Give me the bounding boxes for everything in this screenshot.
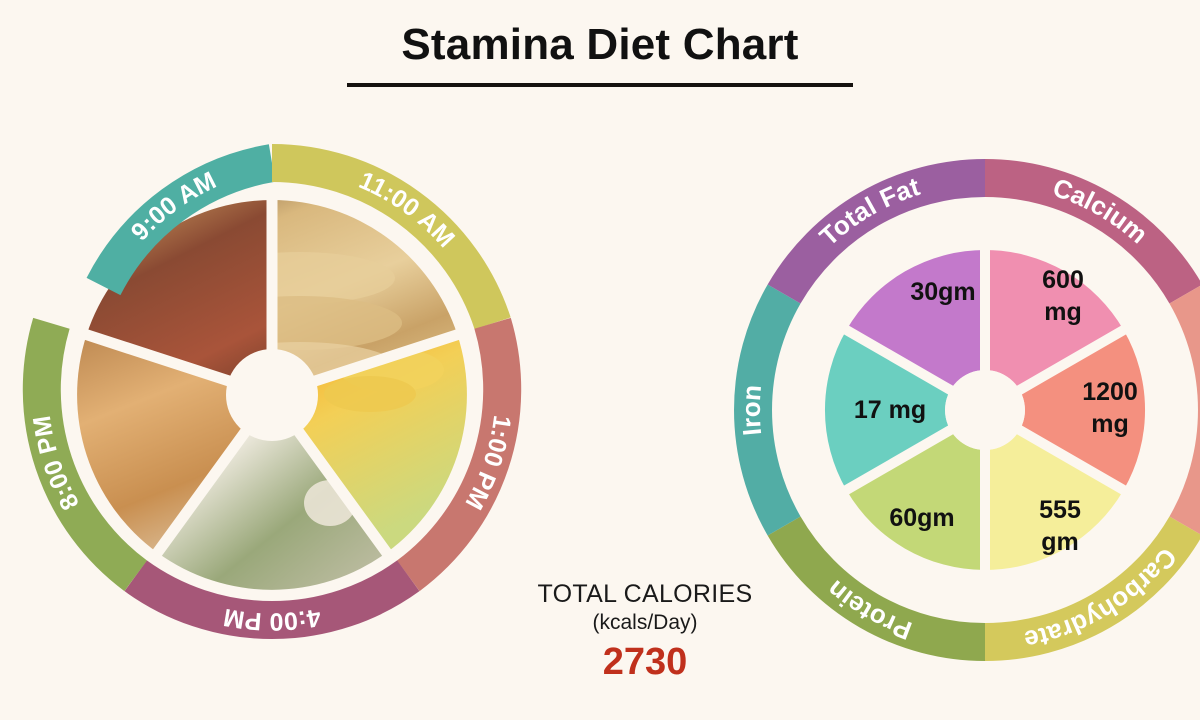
nutrition-wedge-calcium[interactable] xyxy=(985,250,1124,390)
nutrition-value-1200mg-unit: mg xyxy=(1091,410,1129,438)
nutrition-wheel-ring xyxy=(734,159,1200,661)
nutrition-ring-iron[interactable] xyxy=(734,284,801,536)
nutrition-ring-total-fat[interactable] xyxy=(767,159,986,304)
nutrition-ring-1200mg[interactable] xyxy=(1169,285,1200,535)
meal-segment-11am[interactable] xyxy=(271,144,511,330)
meal-segment-1pm[interactable] xyxy=(396,317,522,592)
nutrition-wedge-1200mg[interactable] xyxy=(1019,330,1146,490)
nutrition-value-iron: 17 mg xyxy=(854,396,926,424)
page-title: Stamina Diet Chart xyxy=(401,20,799,69)
nutrition-breakdown-wheel: Calcium Carbohydrate Protein Iron Total … xyxy=(700,118,1200,720)
total-calories-unit: (kcals/Day) xyxy=(592,611,698,634)
nutrition-ring-carbohydrate[interactable] xyxy=(984,516,1200,661)
total-calories-label: TOTAL CALORIES xyxy=(537,580,753,608)
nutrition-wedge-iron[interactable] xyxy=(824,330,951,490)
nutrition-value-1200mg-number: 1200 xyxy=(1082,378,1138,406)
nutrition-label-carbohydrate: Carbohydrate xyxy=(1021,542,1182,655)
meal-segment-4pm[interactable] xyxy=(124,560,420,639)
nutrition-value-total-fat: 30gm xyxy=(910,278,975,306)
total-calories-value: 2730 xyxy=(602,641,688,683)
nutrition-wedge-total-fat[interactable] xyxy=(846,250,985,390)
nutrition-value-calcium-number: 600 xyxy=(1042,266,1084,294)
meal-wheel-ring xyxy=(22,144,522,639)
nutrition-label-iron: Iron xyxy=(736,383,767,437)
nutrition-value-protein: 60gm xyxy=(889,504,954,532)
title-block: Stamina Diet Chart xyxy=(0,20,1200,87)
nutrition-wheel-center-hub xyxy=(945,370,1025,450)
nutrition-inner-wedges xyxy=(824,250,1146,570)
nutrition-value-calcium-unit: mg xyxy=(1044,298,1082,326)
nutrition-value-carbohydrate-number: 555 xyxy=(1039,496,1081,524)
nutrition-ring-protein[interactable] xyxy=(767,516,986,661)
meal-timing-wheel: 9:00 AM 11:00 AM 1:00 PM 4:00 PM 8:00 PM xyxy=(0,118,560,720)
nutrition-wheel-separators xyxy=(841,245,1129,575)
title-underline-divider xyxy=(347,82,853,87)
nutrition-wedge-carbohydrate[interactable] xyxy=(985,430,1124,570)
nutrition-value-carbohydrate-unit: gm xyxy=(1041,528,1079,556)
meal-wheel-center-hub xyxy=(226,349,318,441)
meal-label-4pm: 4:00 PM xyxy=(221,603,323,636)
meal-segment-8pm[interactable] xyxy=(22,317,148,592)
total-calories-block: TOTAL CALORIES (kcals/Day) 2730 xyxy=(500,580,790,684)
meal-segment-9am[interactable] xyxy=(86,144,276,296)
nutrition-ring-calcium[interactable] xyxy=(984,159,1200,304)
nutrition-wedge-protein[interactable] xyxy=(846,430,985,570)
